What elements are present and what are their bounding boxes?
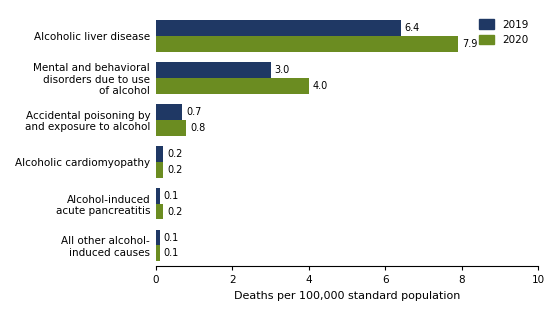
Text: 0.2: 0.2 (167, 165, 183, 175)
Text: 0.2: 0.2 (167, 149, 183, 159)
Text: 7.9: 7.9 (462, 39, 477, 49)
Bar (156, 188, 160, 204)
Bar (156, 120, 186, 136)
Bar (156, 204, 164, 220)
Text: 3.0: 3.0 (274, 65, 290, 75)
Bar (156, 36, 458, 52)
Text: 0.8: 0.8 (190, 123, 206, 133)
Text: 6.4: 6.4 (404, 23, 420, 33)
Bar (156, 62, 270, 78)
Text: 0.1: 0.1 (164, 233, 179, 242)
Bar (156, 162, 164, 178)
Bar (156, 246, 160, 261)
Bar (156, 78, 309, 94)
Legend: 2019, 2020: 2019, 2020 (474, 15, 533, 49)
Bar (156, 104, 183, 120)
Bar (156, 20, 400, 36)
Bar (156, 146, 164, 162)
X-axis label: Deaths per 100,000 standard population: Deaths per 100,000 standard population (234, 291, 460, 301)
Text: 0.7: 0.7 (186, 107, 202, 117)
Bar (156, 229, 160, 246)
Text: 0.1: 0.1 (164, 248, 179, 258)
Text: 0.1: 0.1 (164, 191, 179, 201)
Text: 4.0: 4.0 (312, 81, 328, 91)
Text: 0.2: 0.2 (167, 207, 183, 216)
